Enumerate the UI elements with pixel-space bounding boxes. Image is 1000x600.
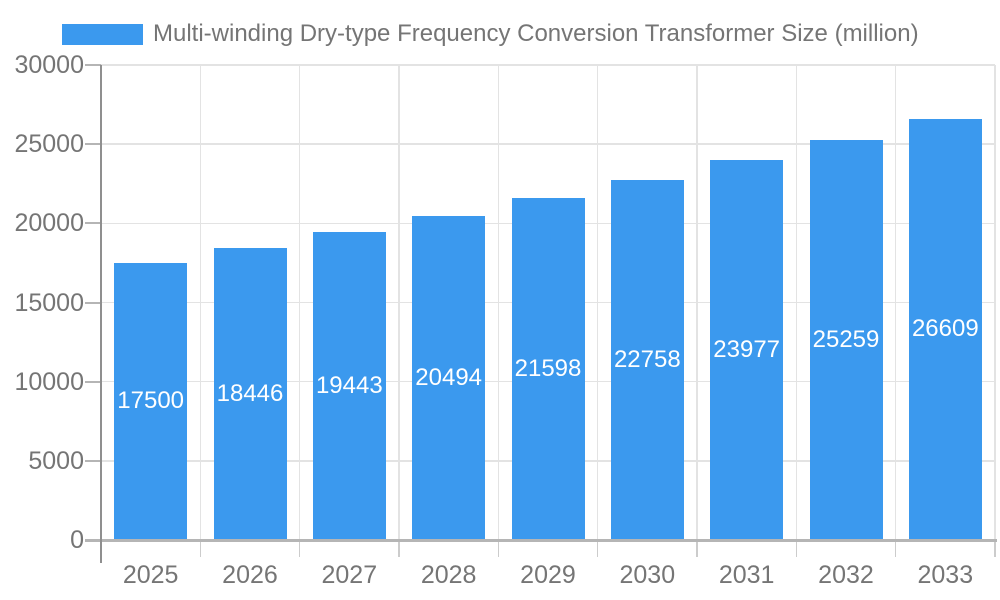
x-axis-tick-label: 2030: [619, 561, 676, 589]
x-axis-tick-label: 2026: [222, 561, 278, 589]
x-axis-tick-label: 2027: [321, 561, 378, 589]
bar[interactable]: 23977: [710, 160, 784, 540]
x-axis-line: [85, 539, 997, 542]
y-axis-tick: [85, 143, 101, 146]
y-axis-line: [100, 65, 102, 563]
bar-value-label: 23977: [713, 336, 781, 364]
gridline-horizontal: [101, 64, 995, 66]
gridline-vertical: [497, 65, 500, 540]
x-axis-tick: [199, 541, 202, 557]
gridline-vertical: [298, 65, 301, 540]
bar[interactable]: 19443: [312, 232, 386, 540]
bar[interactable]: 26609: [908, 118, 982, 540]
bar[interactable]: 20494: [412, 215, 486, 540]
x-axis-tick-label: 2029: [520, 561, 576, 589]
x-axis-tick: [497, 541, 500, 557]
bar[interactable]: 25259: [809, 140, 883, 540]
gridline-horizontal: [101, 143, 995, 145]
gridline-vertical: [894, 65, 897, 540]
bar-value-label: 17500: [117, 387, 185, 415]
gridline-vertical: [199, 65, 202, 540]
x-axis-tick: [398, 541, 400, 557]
bar-value-label: 25259: [812, 326, 880, 354]
bar-value-label: 22758: [613, 345, 681, 373]
bar[interactable]: 17500: [114, 262, 188, 540]
x-axis-tick: [696, 541, 698, 557]
x-axis-tick-label: 2028: [420, 561, 477, 589]
legend-label: Multi-winding Dry-type Frequency Convers…: [153, 20, 919, 47]
y-axis-tick-label: 30000: [14, 51, 84, 79]
legend-swatch: [62, 23, 143, 45]
bar[interactable]: 21598: [511, 198, 585, 540]
bar-value-label: 20494: [415, 363, 483, 391]
x-axis-tick-label: 2033: [917, 561, 974, 589]
bar-value-label: 19443: [315, 372, 383, 400]
y-axis-tick-label: 10000: [14, 367, 84, 396]
bar[interactable]: 18446: [213, 247, 287, 540]
bar-value-label: 18446: [216, 379, 284, 407]
bar-value-label: 21598: [514, 355, 582, 382]
gridline-vertical: [994, 65, 996, 540]
bar-value-label: 26609: [911, 315, 979, 343]
y-axis-tick: [85, 459, 101, 462]
x-axis-tick: [795, 541, 798, 557]
x-axis-tick: [298, 541, 301, 557]
x-axis-tick-label: 2031: [718, 561, 775, 589]
gridline-vertical: [596, 65, 599, 540]
gridline-vertical: [795, 65, 798, 540]
y-axis-tick-label: 5000: [28, 446, 84, 475]
y-axis-tick-label: 0: [70, 526, 84, 554]
y-axis-tick: [85, 380, 101, 383]
x-axis-tick: [596, 541, 599, 557]
x-axis-tick-label: 2032: [818, 561, 874, 589]
y-axis-tick-label: 15000: [14, 288, 84, 317]
y-axis-tick: [85, 301, 101, 304]
x-axis-tick: [894, 541, 897, 557]
bar[interactable]: 22758: [610, 179, 684, 540]
y-axis-tick: [85, 64, 101, 66]
y-axis-tick: [85, 222, 101, 225]
x-axis-tick-label: 2025: [122, 561, 179, 589]
legend-item[interactable]: Multi-winding Dry-type Frequency Convers…: [62, 20, 919, 48]
gridline-vertical: [398, 65, 400, 540]
gridline-vertical: [696, 65, 698, 540]
y-axis-tick-label: 20000: [14, 209, 84, 238]
y-axis-tick-label: 25000: [14, 130, 84, 159]
x-axis-tick: [994, 541, 996, 557]
